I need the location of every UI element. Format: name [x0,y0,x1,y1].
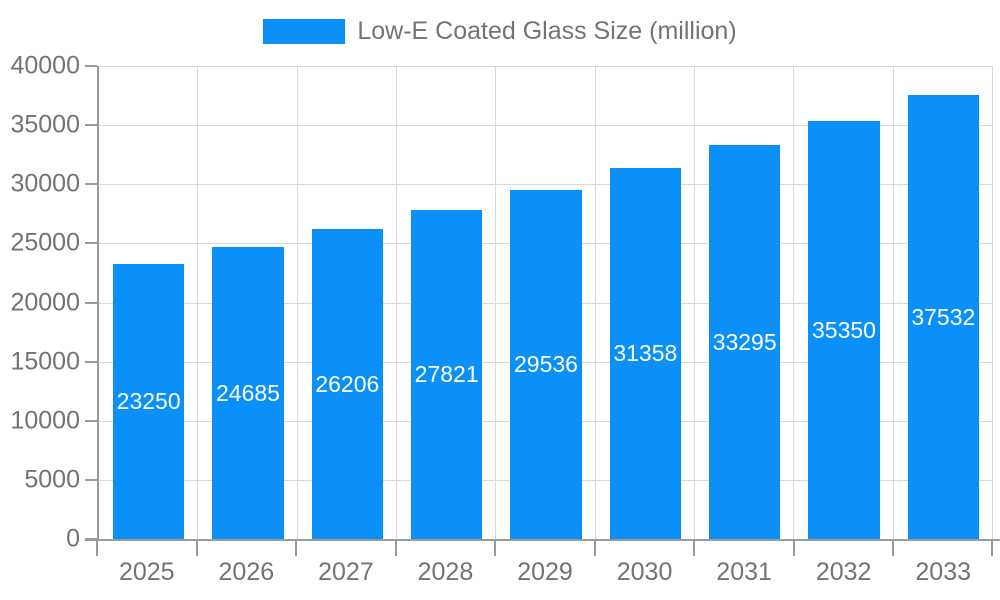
bar-2031[interactable]: 33295 [708,145,781,539]
v-gridline-9 [992,66,993,539]
y-tick-20000 [85,301,97,304]
v-gridline-6 [693,66,695,539]
v-gridline-7 [793,66,795,539]
y-tick-label-25000: 25000 [10,228,80,257]
legend[interactable]: Low-E Coated Glass Size (million) [0,17,1000,46]
h-gridline-30000 [99,184,993,186]
y-tick-15000 [85,360,97,363]
h-gridline-40000 [99,66,993,67]
x-tick-9 [991,541,993,556]
y-tick-label-10000: 10000 [10,406,80,435]
bar-2030[interactable]: 31358 [609,168,682,539]
x-tick-2 [295,541,298,556]
y-tick-label-15000: 15000 [10,347,80,376]
x-tick-label-2028: 2028 [417,558,474,586]
y-tick-label-0: 0 [66,524,80,553]
v-gridline-1 [197,66,199,539]
bar-2029[interactable]: 29536 [510,189,582,539]
y-tick-10000 [85,419,97,422]
x-tick-label-2031: 2031 [716,558,772,586]
bar-value-label-2025: 23250 [116,388,181,415]
y-tick-label-35000: 35000 [10,110,80,139]
y-tick-30000 [85,183,97,186]
x-tick-1 [195,541,198,556]
y-tick-label-20000: 20000 [10,288,80,316]
bar-2033[interactable]: 37532 [907,95,980,539]
v-gridline-4 [495,66,497,539]
y-tick-35000 [85,124,97,127]
bar-value-label-2029: 29536 [514,350,578,377]
y-tick-label-30000: 30000 [10,169,80,198]
y-tick-40000 [85,65,97,67]
h-gridline-35000 [99,125,993,127]
x-tick-0 [96,541,98,556]
x-tick-label-2025: 2025 [118,558,175,586]
y-axis: 0 5000 10000 15000 20000 25000 30000 35000 40000 [0,53,97,551]
x-tick-6 [693,541,696,556]
x-tick-label-2027: 2027 [318,558,374,586]
v-gridline-2 [296,66,298,539]
bar-value-label-2033: 37532 [911,303,976,330]
y-tick-5000 [85,478,97,481]
bar-2027[interactable]: 26206 [311,229,384,539]
y-tick-25000 [85,242,97,245]
bar-2032[interactable]: 35350 [808,121,880,539]
bar-value-label-2032: 35350 [812,316,876,343]
v-gridline-3 [395,66,397,539]
x-axis: 2025 2026 2027 2028 2029 2030 2031 2032 2033 [96,541,993,600]
bar-value-label-2028: 27821 [414,361,479,388]
x-tick-label-2029: 2029 [517,558,573,586]
x-tick-3 [394,541,397,556]
bar-value-label-2027: 26206 [315,370,380,397]
x-tick-7 [792,541,795,556]
x-axis-line [85,539,1000,541]
x-tick-label-2030: 2030 [616,558,673,586]
bar-value-label-2030: 31358 [613,340,678,367]
y-tick-label-40000: 40000 [10,51,80,80]
bar-2025[interactable]: 23250 [112,264,185,539]
x-tick-label-2032: 2032 [815,558,872,586]
x-tick-5 [593,541,596,556]
x-tick-4 [494,541,497,556]
y-tick-label-5000: 5000 [24,465,80,494]
bar-value-label-2031: 33295 [712,328,777,355]
v-gridline-5 [594,66,596,539]
bar-2026[interactable]: 24685 [212,247,284,539]
x-tick-label-2033: 2033 [915,558,972,586]
bar-value-label-2026: 24685 [216,379,280,406]
x-tick-8 [892,541,895,556]
plot-area: 23250 24685 26206 27821 29536 31358 33295 35350… [97,66,993,539]
legend-swatch [263,19,346,45]
legend-label: Low-E Coated Glass Size (million) [357,17,737,45]
x-tick-label-2026: 2026 [218,558,275,586]
v-gridline-8 [892,66,894,539]
bar-2028[interactable]: 27821 [410,210,483,539]
